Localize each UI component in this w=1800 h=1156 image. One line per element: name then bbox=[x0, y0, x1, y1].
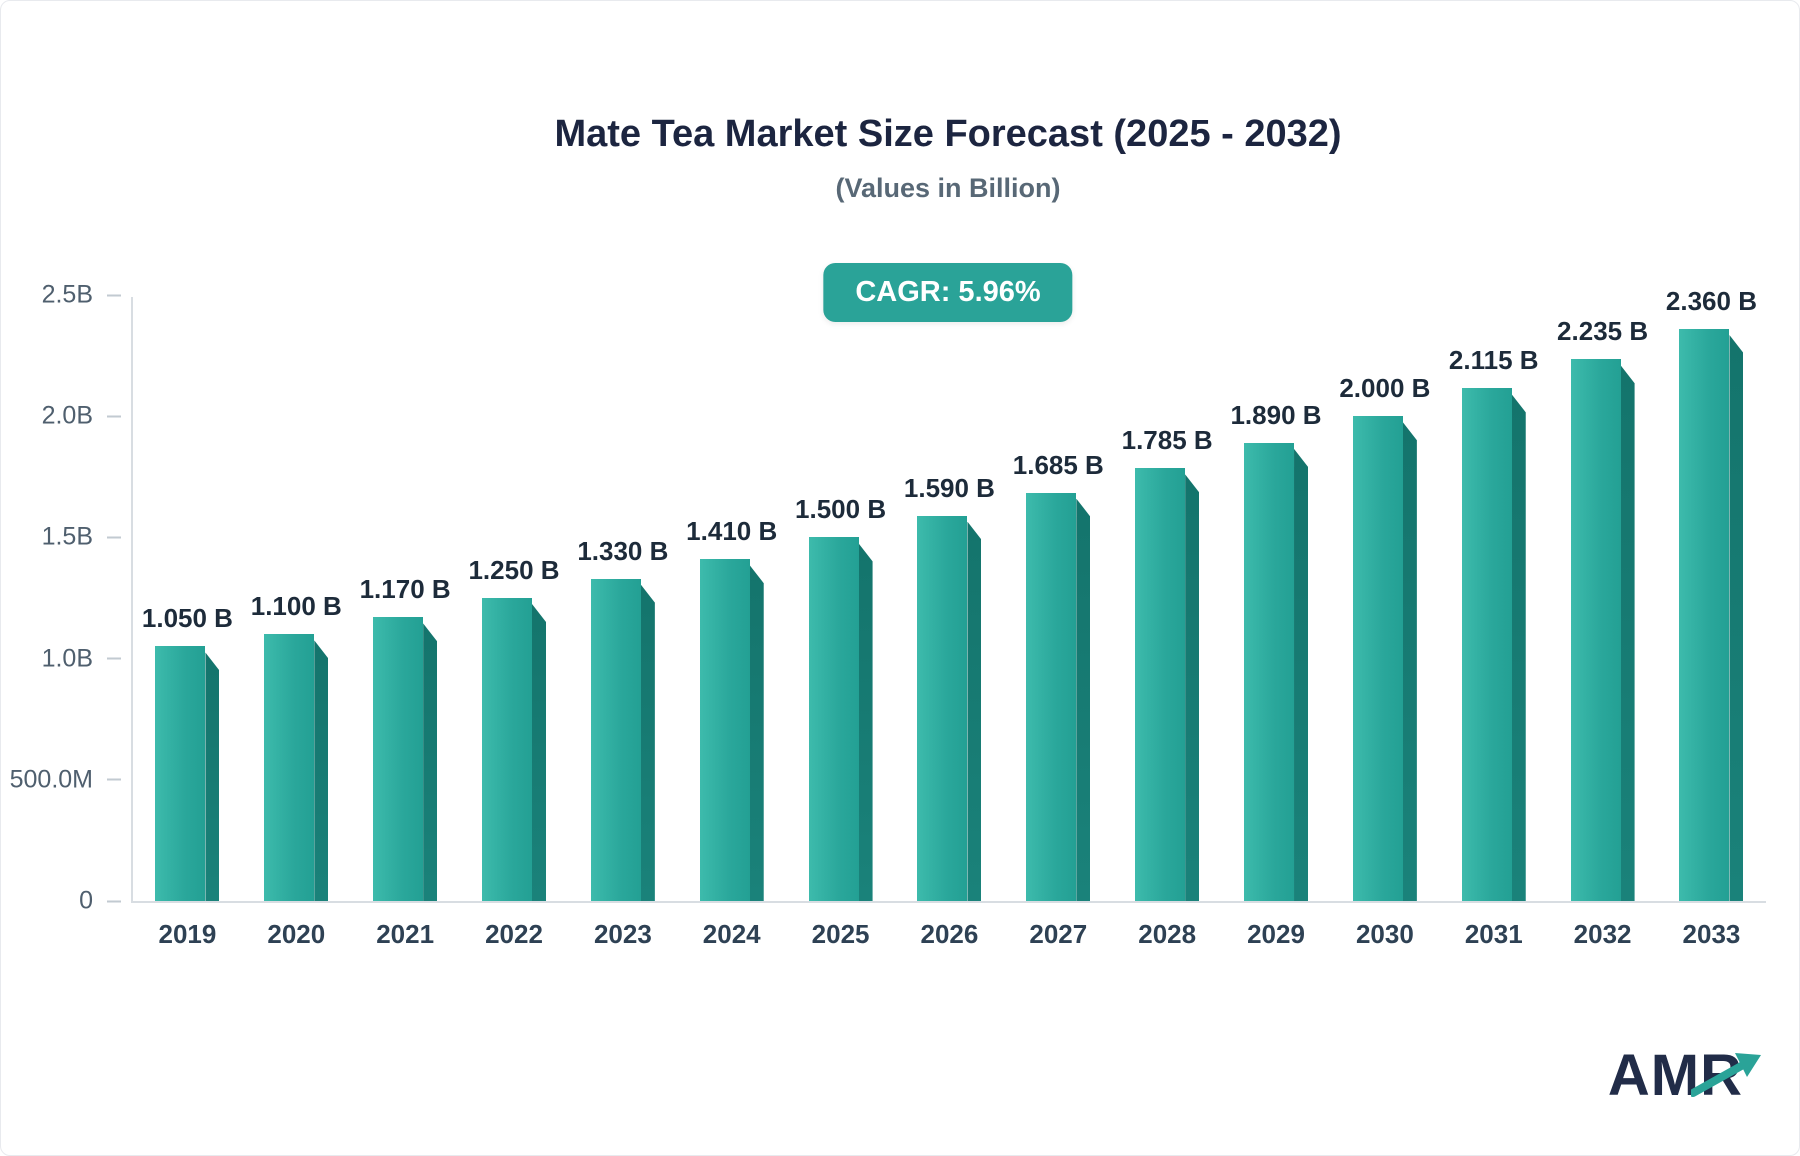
bar-column: 1.590 B 2026 bbox=[904, 297, 995, 949]
y-tick-mark bbox=[107, 657, 121, 660]
y-tick-mark bbox=[107, 415, 121, 418]
x-axis-label: 2028 bbox=[1138, 919, 1197, 949]
bar bbox=[1570, 359, 1621, 901]
bar bbox=[808, 537, 859, 901]
bar-value-label: 1.170 B bbox=[359, 574, 451, 605]
bar-value-label: 2.360 B bbox=[1665, 285, 1757, 316]
bar-value-label: 1.890 B bbox=[1230, 399, 1322, 430]
bar-value-label: 1.785 B bbox=[1121, 425, 1213, 456]
x-axis-label: 2031 bbox=[1464, 919, 1523, 949]
growth-arrow-icon bbox=[1691, 1053, 1761, 1097]
x-axis-label: 2020 bbox=[267, 919, 326, 949]
y-tick-label: 500.0M bbox=[9, 765, 93, 794]
bar-column: 2.360 B 2033 bbox=[1666, 286, 1757, 949]
bar-value-label: 1.410 B bbox=[686, 516, 778, 547]
x-axis-label: 2026 bbox=[920, 919, 979, 949]
y-tick-label: 1.0B bbox=[41, 644, 93, 673]
bar-value-label: 1.330 B bbox=[577, 535, 669, 566]
bar-column: 1.050 B 2019 bbox=[142, 297, 233, 949]
y-tick-mark bbox=[107, 536, 121, 539]
bar-value-label: 1.100 B bbox=[250, 591, 342, 622]
y-tick: 0 bbox=[79, 887, 133, 916]
x-axis-label: 2029 bbox=[1247, 919, 1305, 949]
y-tick-mark bbox=[107, 294, 121, 296]
bar-column: 2.115 B 2031 bbox=[1449, 297, 1539, 949]
x-axis-label: 2022 bbox=[485, 919, 543, 949]
plot-area: 0 500.0M 1.0B 1.5B 2.0B 2.5B 1.050 B 2019 1.100… bbox=[10, 281, 1766, 949]
bars-container: 1.050 B 2019 1.100 B 2020 1.170 B 2021 1.250 B… bbox=[133, 286, 1766, 949]
bar-value-label: 2.235 B bbox=[1557, 316, 1649, 347]
bar bbox=[155, 646, 206, 901]
bar-value-label: 1.050 B bbox=[141, 603, 233, 634]
y-tick: 2.0B bbox=[42, 402, 133, 431]
y-tick: 1.0B bbox=[42, 644, 133, 673]
bar-value-label: 2.000 B bbox=[1339, 373, 1431, 404]
y-tick: 1.5B bbox=[42, 523, 133, 552]
bar-column: 1.330 B 2023 bbox=[577, 297, 668, 949]
bar-column: 2.235 B 2032 bbox=[1557, 297, 1648, 949]
y-tick-label: 2.0B bbox=[41, 401, 93, 430]
x-axis-label: 2032 bbox=[1573, 919, 1632, 949]
bar bbox=[1679, 328, 1730, 901]
bar-column: 1.410 B 2024 bbox=[686, 297, 777, 949]
bar bbox=[373, 617, 424, 901]
bar bbox=[264, 634, 315, 901]
bar-value-label: 1.250 B bbox=[468, 555, 560, 585]
bar-value-label: 1.500 B bbox=[795, 494, 887, 525]
y-tick-label: 0 bbox=[79, 886, 93, 915]
bar bbox=[590, 578, 641, 901]
x-axis-label: 2030 bbox=[1355, 919, 1414, 949]
x-axis-label: 2024 bbox=[702, 919, 761, 949]
bar-column: 2.000 B 2030 bbox=[1339, 297, 1430, 949]
y-tick-mark bbox=[107, 778, 121, 781]
bar-column: 1.890 B 2029 bbox=[1230, 297, 1321, 949]
bar bbox=[1352, 416, 1403, 901]
cagr-badge: CAGR: 5.96% bbox=[823, 263, 1073, 322]
bar-column: 1.685 B 2027 bbox=[1013, 297, 1104, 949]
x-axis-label: 2021 bbox=[376, 919, 435, 949]
bar-value-label: 1.590 B bbox=[903, 472, 995, 503]
chart-subtitle: (Values in Billion) bbox=[835, 173, 1061, 203]
bar bbox=[1244, 442, 1295, 901]
bar-column: 1.170 B 2021 bbox=[360, 297, 451, 949]
x-axis-label: 2027 bbox=[1029, 919, 1088, 949]
chart-title: Mate Tea Market Size Forecast (2025 - 20… bbox=[554, 113, 1342, 155]
bar-column: 1.785 B 2028 bbox=[1122, 297, 1213, 949]
y-tick: 2.5B bbox=[42, 281, 133, 310]
bar bbox=[1026, 492, 1077, 901]
x-axis-label: 2023 bbox=[593, 919, 652, 949]
x-axis-label: 2019 bbox=[158, 919, 217, 949]
x-axis-label: 2025 bbox=[811, 919, 870, 949]
y-tick-label: 2.5B bbox=[41, 280, 93, 309]
bar-value-label: 2.115 B bbox=[1448, 345, 1539, 376]
bar bbox=[917, 515, 968, 901]
bar-column: 1.250 B 2022 bbox=[468, 297, 559, 949]
bar-value-label: 1.685 B bbox=[1012, 449, 1104, 480]
bar-column: 1.100 B 2020 bbox=[251, 297, 342, 949]
bar bbox=[1135, 468, 1186, 901]
y-tick-mark bbox=[107, 900, 121, 902]
amr-logo: AMR bbox=[1608, 1042, 1761, 1109]
bar bbox=[699, 559, 750, 901]
y-tick: 500.0M bbox=[10, 765, 133, 794]
x-axis-label: 2033 bbox=[1682, 919, 1741, 949]
y-tick-label: 1.5B bbox=[41, 522, 93, 551]
bar bbox=[482, 598, 532, 901]
bar bbox=[1461, 388, 1512, 901]
bar-column: 1.500 B 2025 bbox=[795, 297, 886, 949]
